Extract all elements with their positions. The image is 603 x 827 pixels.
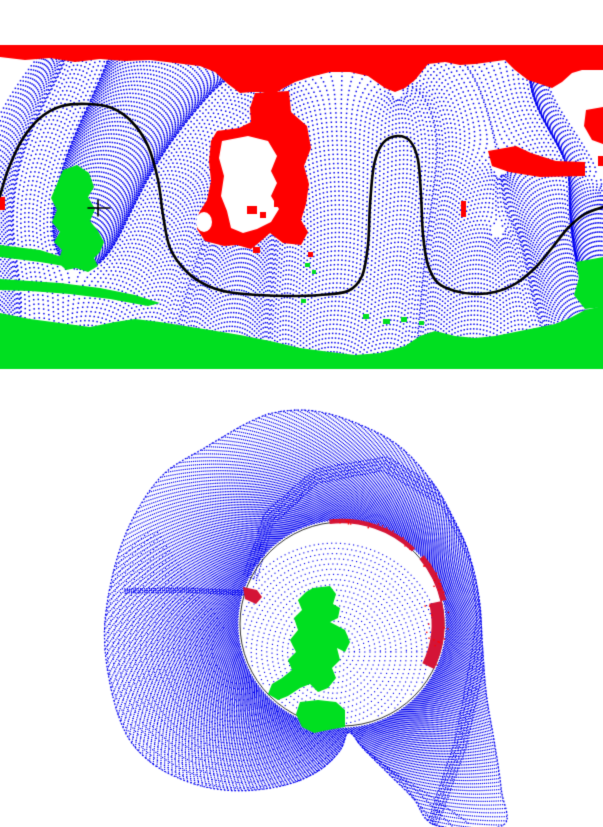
figure-root: { "chart_data": { "type": "scatter", "su… (0, 0, 603, 827)
figure (0, 0, 603, 827)
field-line-figure-canvas (0, 0, 603, 827)
